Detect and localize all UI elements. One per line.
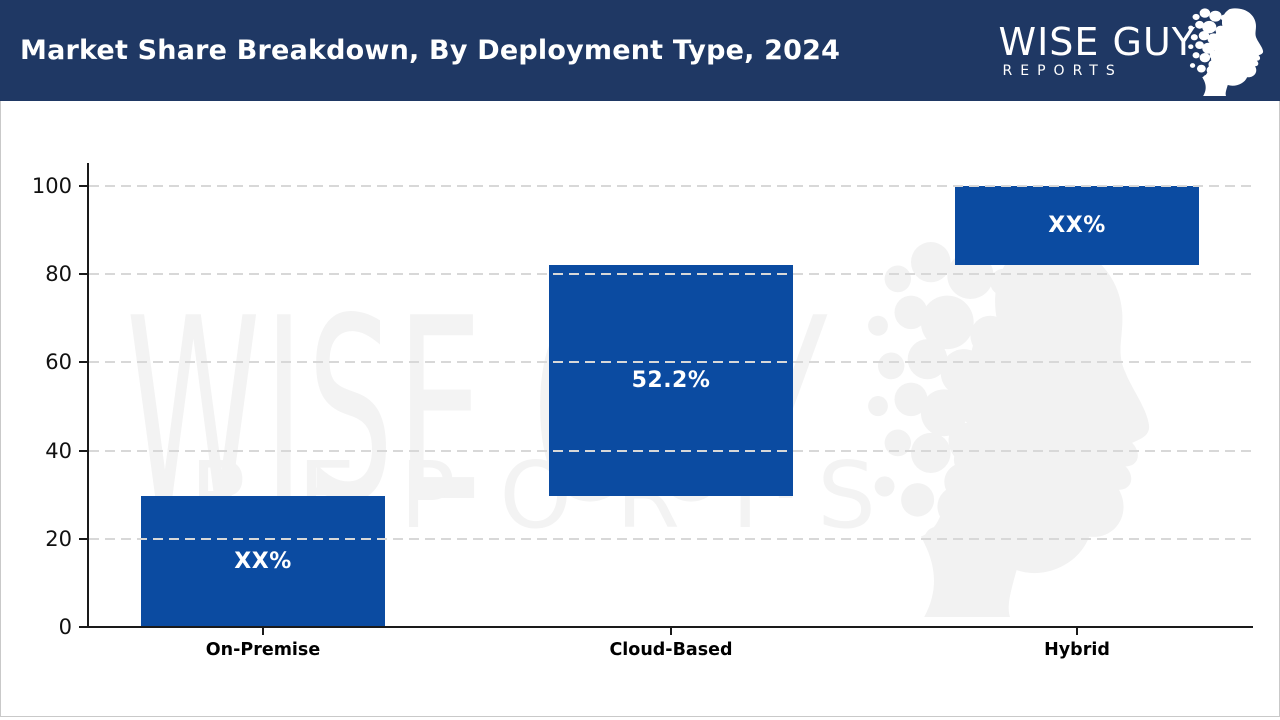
gridline-80 <box>89 273 1252 276</box>
gridline-60 <box>89 361 1252 364</box>
logo-wordmark: WISE GUY <box>998 20 1196 65</box>
x-axis-spine <box>87 626 1253 628</box>
y-axis-spine <box>87 163 89 628</box>
logo-head-icon <box>1188 8 1264 96</box>
y-tick-mark <box>79 537 87 540</box>
y-tick-label: 20 <box>45 526 72 551</box>
bar-cloud-based: 52.2% <box>549 265 793 496</box>
y-tick-mark <box>79 185 87 187</box>
x-tick-mark <box>1076 628 1078 635</box>
logo-text: WISE GUY REPORTS <box>998 20 1196 79</box>
bar-value-label: XX% <box>1048 213 1106 239</box>
x-tick-mark <box>670 628 672 635</box>
watermark-head-icon <box>868 242 1150 617</box>
gridline-20 <box>89 537 1252 540</box>
bar-value-label: XX% <box>234 548 292 574</box>
x-category-label: Hybrid <box>1044 640 1110 660</box>
x-category-label: Cloud-Based <box>609 640 733 660</box>
y-tick-mark <box>79 361 87 364</box>
y-tick-label: 0 <box>58 615 72 639</box>
bar-hybrid: XX% <box>955 186 1199 266</box>
gridline-40 <box>89 449 1252 452</box>
page-title: Market Share Breakdown, By Deployment Ty… <box>20 35 841 66</box>
header-bar: Market Share Breakdown, By Deployment Ty… <box>0 0 1280 101</box>
wiseguy-logo: WISE GUY REPORTS <box>999 6 1270 96</box>
bar-value-label: 52.2% <box>631 367 711 393</box>
bar-on-premise: XX% <box>141 495 385 627</box>
x-category-label: On-Premise <box>205 640 321 660</box>
y-tick-label: 40 <box>45 438 72 463</box>
x-tick-mark <box>262 628 264 635</box>
y-tick-mark <box>79 449 87 452</box>
logo-subtext: REPORTS <box>1002 62 1123 79</box>
y-tick-mark <box>79 273 87 276</box>
y-tick-label: 60 <box>45 350 72 375</box>
y-tick-label: 100 <box>31 174 72 198</box>
y-tick-mark <box>79 626 87 628</box>
y-tick-label: 80 <box>45 262 72 287</box>
gridline-100 <box>89 185 1252 187</box>
